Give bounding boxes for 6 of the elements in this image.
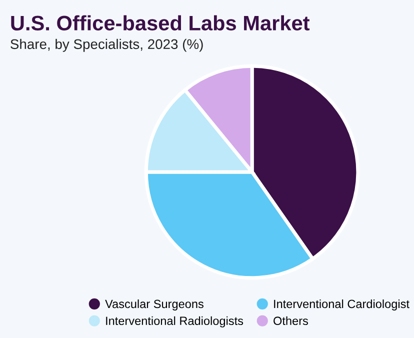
legend-label: Others — [274, 316, 308, 326]
legend-label: Vascular Surgeons — [105, 299, 204, 310]
chart-title: U.S. Office-based Labs Market — [11, 15, 310, 31]
legend-label: Interventional Radiologists — [106, 316, 244, 328]
chart-subtitle: Share, by Specialists, 2023 (%) — [10, 38, 203, 52]
legend-label: Interventional Cardiologist — [274, 299, 410, 310]
